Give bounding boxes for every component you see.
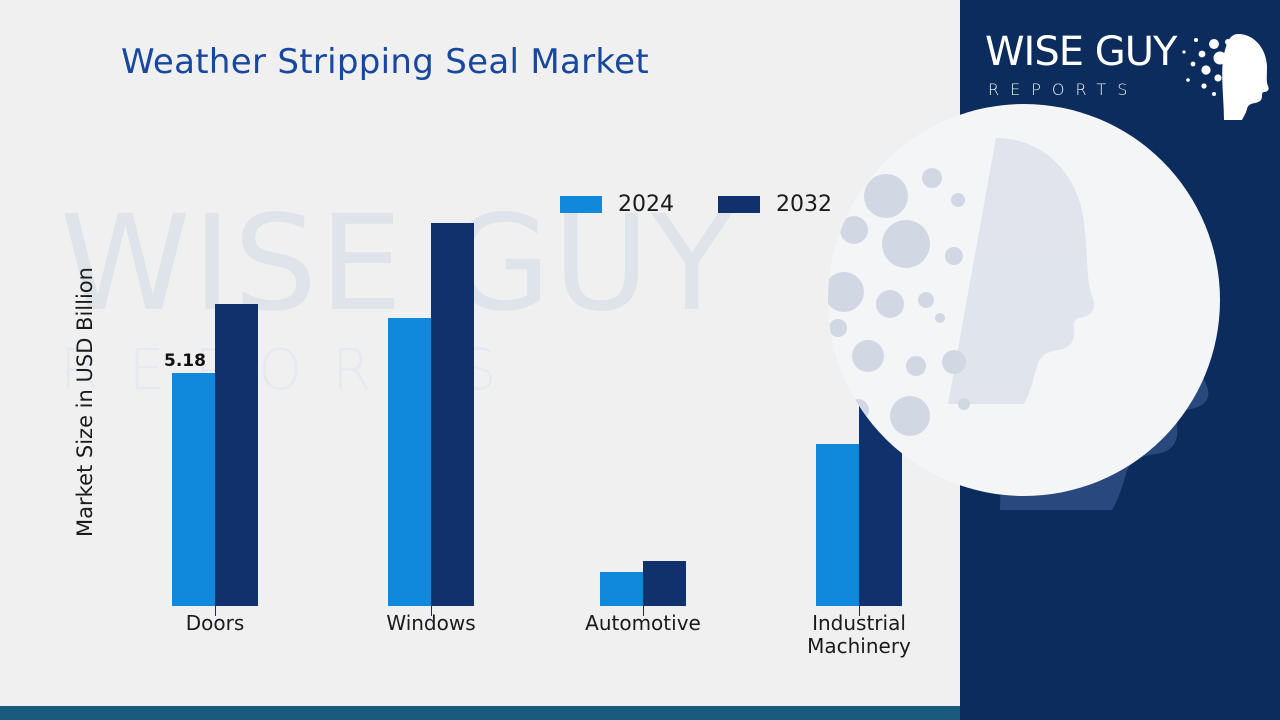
bar-2024-windows[interactable]	[388, 317, 431, 606]
legend-label-2024: 2024	[618, 192, 674, 217]
bar-2024-industrial-machinery[interactable]	[816, 443, 859, 606]
page-title: Weather Stripping Seal Market	[121, 42, 650, 82]
legend-label-2032: 2032	[776, 192, 832, 217]
bar-2024-doors[interactable]	[172, 372, 215, 606]
bar-2032-windows[interactable]	[431, 223, 474, 606]
x-axis-label-windows: Windows	[386, 611, 476, 635]
x-axis-tick	[859, 606, 860, 616]
x-axis-tick	[643, 606, 644, 616]
legend-item-2024[interactable]: 2024	[560, 192, 674, 217]
legend-swatch-2024	[560, 196, 602, 213]
chart-legend: 2024 2032	[560, 192, 832, 217]
brand-logo: WISE GUY REPORTS	[985, 29, 1269, 122]
logo-wordmark: WISE GUY	[985, 29, 1177, 75]
bottom-accent-strip	[0, 706, 960, 720]
logo-face-icon	[1182, 34, 1269, 120]
x-axis-label-automotive: Automotive	[585, 611, 701, 635]
x-axis-tick	[215, 606, 216, 616]
x-axis-label-industrial-machinery: Industrial Machinery	[807, 611, 911, 658]
decorative-circle	[828, 104, 1220, 496]
bar-2032-automotive[interactable]	[643, 560, 686, 606]
bar-2032-doors[interactable]	[215, 304, 258, 606]
bar-2024-automotive[interactable]	[600, 572, 643, 606]
bar-value-label: 5.18	[164, 350, 206, 371]
x-axis-label-doors: Doors	[185, 611, 245, 635]
legend-swatch-2032	[718, 196, 760, 213]
logo-subwordmark: REPORTS	[988, 80, 1139, 99]
plot-area: 5.18 Doors Windows Automotive Industrial Mac…	[164, 223, 911, 658]
x-axis-tick	[431, 606, 432, 616]
legend-item-2032[interactable]: 2032	[718, 192, 832, 217]
